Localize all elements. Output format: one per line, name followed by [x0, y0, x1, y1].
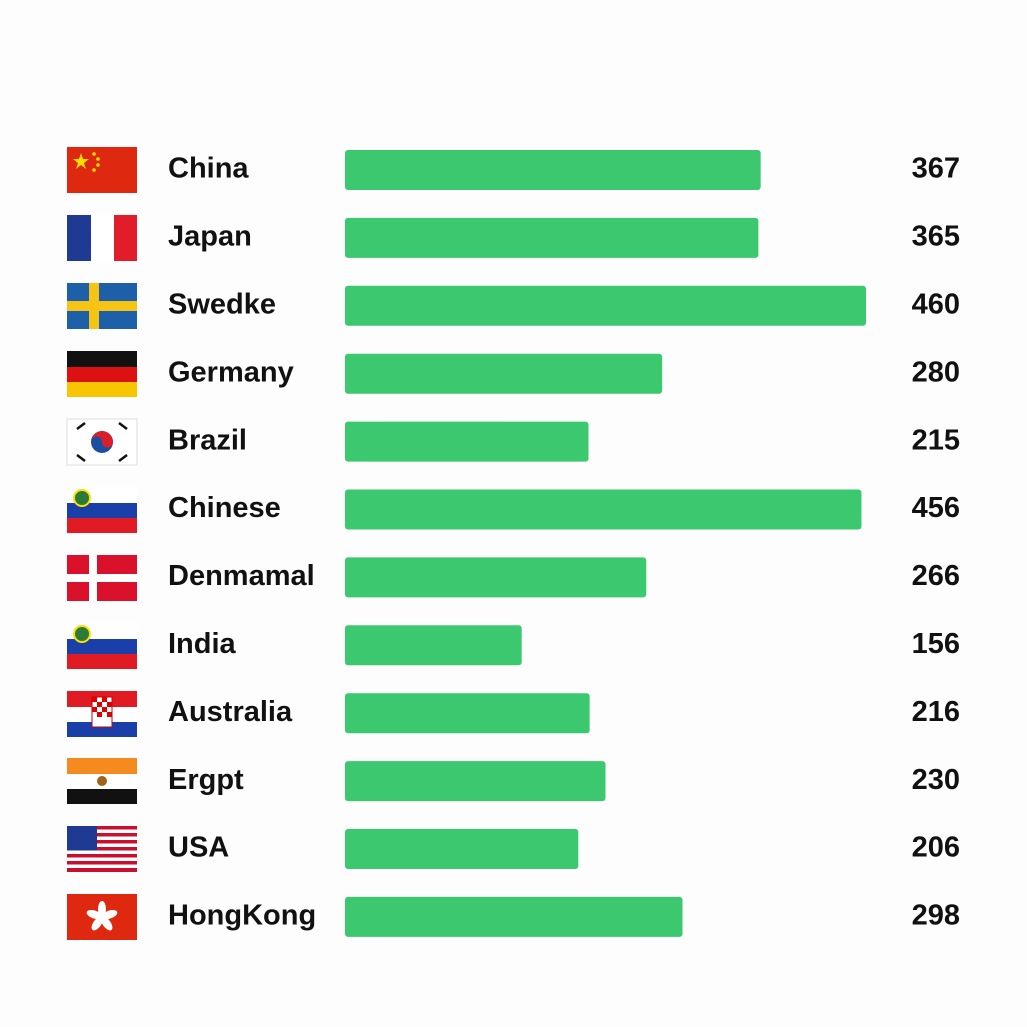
category-label: USA: [168, 832, 229, 864]
value-label: 365: [912, 221, 960, 253]
category-label: Ergpt: [168, 764, 244, 796]
value-label: 216: [912, 696, 960, 728]
category-label: Japan: [168, 221, 252, 253]
flag: [67, 555, 137, 601]
value-label: 298: [912, 900, 960, 932]
value-label: 215: [912, 424, 960, 456]
flag: [67, 147, 137, 193]
bar: [345, 421, 589, 462]
category-label: Denmamal: [168, 560, 315, 592]
value-label: 280: [912, 356, 960, 388]
flag: [67, 283, 137, 329]
bar: [345, 150, 761, 190]
bar: [345, 489, 862, 530]
flag: [67, 758, 137, 804]
category-label: HongKong: [168, 900, 316, 932]
category-label: Chinese: [168, 492, 281, 524]
bar: [345, 353, 663, 394]
bar: [345, 557, 647, 598]
bar: [345, 829, 579, 869]
flag: [66, 418, 138, 466]
flag: [67, 215, 137, 261]
value-label: 230: [912, 764, 960, 796]
flag: [67, 894, 137, 940]
category-label: Brazil: [168, 424, 247, 456]
value-label: 456: [912, 492, 960, 524]
flag: [67, 623, 137, 669]
value-label: 460: [912, 288, 960, 320]
category-label: India: [168, 628, 237, 660]
flag: [67, 487, 137, 533]
bar: [345, 896, 683, 937]
flag: [67, 826, 137, 872]
category-label: Australia: [168, 696, 293, 728]
bar: [345, 761, 606, 802]
flag: [67, 691, 137, 737]
category-label: China: [168, 153, 249, 185]
category-label: Germany: [168, 356, 294, 388]
value-label: 266: [912, 560, 960, 592]
value-label: 206: [912, 832, 960, 864]
flag: [67, 351, 137, 397]
bar: [345, 625, 522, 666]
bar: [345, 217, 759, 258]
flags: [66, 147, 138, 940]
bar: [345, 285, 866, 326]
value-label: 367: [912, 153, 960, 185]
bar: [345, 693, 590, 734]
category-label: Swedke: [168, 288, 276, 320]
value-label: 156: [912, 628, 960, 660]
